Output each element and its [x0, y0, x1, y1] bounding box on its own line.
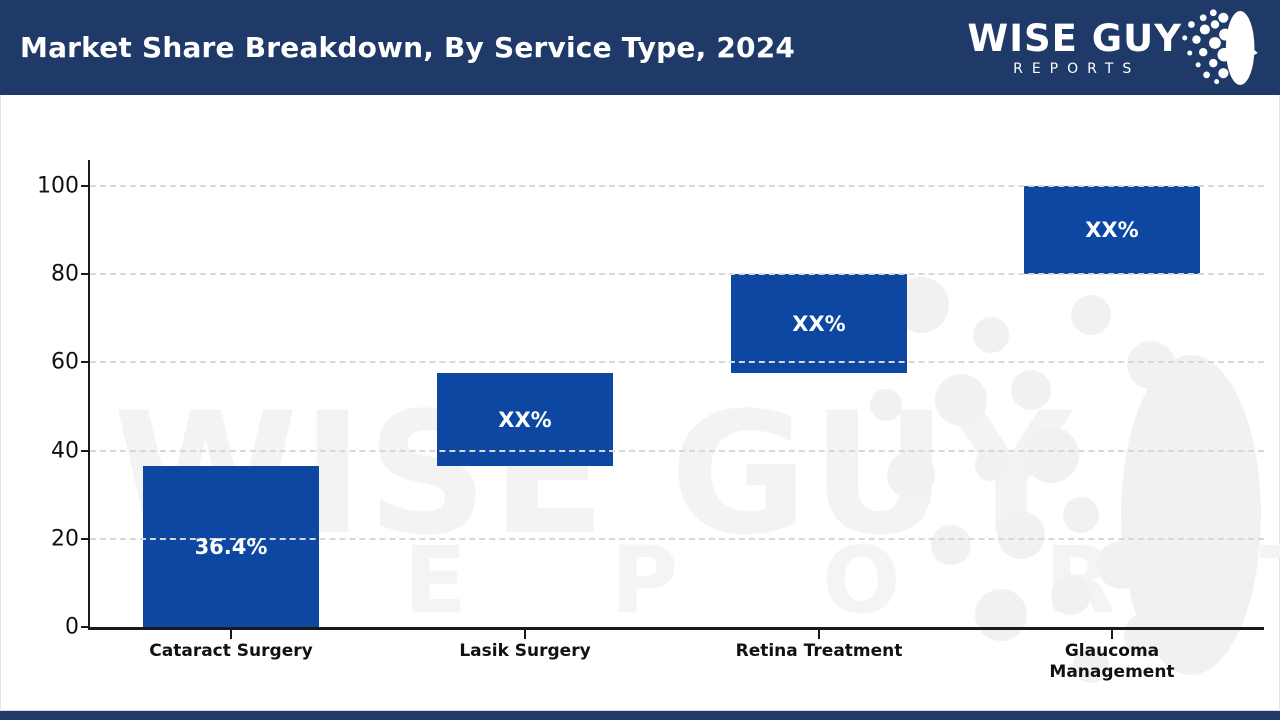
- y-tick-label: 80: [51, 261, 79, 287]
- y-tick-mark: [81, 537, 89, 540]
- page-title: Market Share Breakdown, By Service Type,…: [20, 31, 796, 64]
- x-category-label: Glaucoma Management: [1049, 641, 1175, 683]
- y-tick-label: 40: [51, 438, 79, 464]
- y-tick-mark: [81, 361, 89, 364]
- y-tick-mark: [81, 449, 89, 452]
- gridline-80: [90, 273, 1264, 276]
- logo-wordmark: WISE GUY REPORTS: [967, 20, 1182, 76]
- y-tick-label: 0: [65, 614, 79, 640]
- x-category-label: Retina Treatment: [735, 641, 903, 661]
- x-category-label: Lasik Surgery: [459, 641, 591, 661]
- x-tick-mark: [230, 630, 232, 639]
- y-tick-label: 60: [51, 349, 79, 375]
- logo-line1: WISE GUY: [967, 16, 1182, 60]
- logo-line2: REPORTS: [1013, 60, 1141, 77]
- bar-value-label: XX%: [498, 407, 552, 432]
- wiseguy-logo: WISE GUY REPORTS: [967, 4, 1262, 92]
- bar-value-label: XX%: [792, 311, 846, 336]
- x-tick-mark: [524, 630, 526, 639]
- header-bar: Market Share Breakdown, By Service Type,…: [0, 0, 1280, 95]
- dotted-head-icon: [1182, 8, 1258, 85]
- y-tick-label: 20: [51, 526, 79, 552]
- gridline-60: [90, 361, 1264, 364]
- gridline-40: [90, 449, 1264, 452]
- y-axis-spine: [88, 160, 90, 629]
- gridline-100: [90, 185, 1264, 187]
- bar-value-label: XX%: [1085, 218, 1139, 243]
- bar-segment: [1024, 186, 1200, 275]
- x-category-label: Cataract Surgery: [149, 641, 313, 661]
- y-tick-label: 100: [37, 173, 79, 199]
- x-tick-mark: [1111, 630, 1113, 639]
- footer-bar: [0, 710, 1280, 720]
- gridline-20: [90, 537, 1264, 540]
- x-axis-spine: [88, 627, 1264, 630]
- x-tick-mark: [818, 630, 820, 639]
- bar-segment: [731, 274, 907, 374]
- y-tick-mark: [81, 185, 89, 187]
- bar-segment: [143, 466, 319, 627]
- bar-value-label: 36.4%: [194, 534, 268, 559]
- chart-area: WISE GUY R E P O R T S 02040608010036.4%…: [0, 95, 1280, 711]
- watermark-subtext: R E P O R T S: [189, 527, 1280, 634]
- y-tick-mark: [81, 626, 89, 628]
- y-tick-mark: [81, 273, 89, 276]
